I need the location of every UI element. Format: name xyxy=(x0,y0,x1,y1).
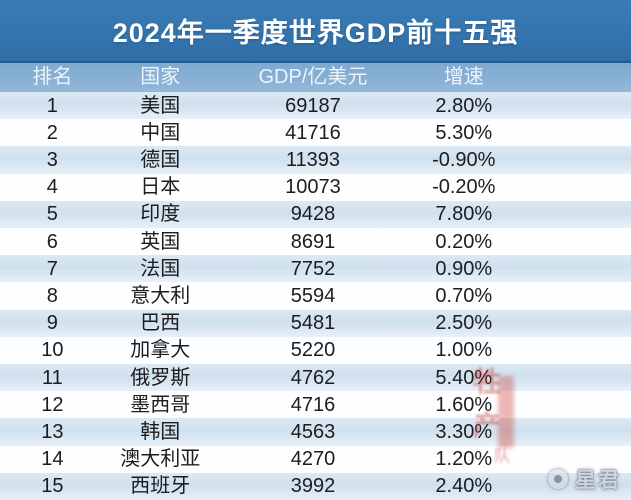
cell-country: 西班牙 xyxy=(130,475,191,498)
cell-country: 韩国 xyxy=(140,421,181,444)
cell-gdp: 10073 xyxy=(285,176,341,199)
cell-growth: 3.30% xyxy=(435,421,493,444)
column-header-growth: 增速 xyxy=(443,66,484,88)
cell-gdp: 5220 xyxy=(290,339,336,362)
cell-gdp: 5481 xyxy=(290,312,336,335)
cell-growth: 5.40% xyxy=(435,366,493,389)
cell-growth: 0.20% xyxy=(435,230,493,253)
cell-country: 加拿大 xyxy=(130,339,191,362)
cell-growth: 2.40% xyxy=(435,475,493,498)
column-header-gdp: GDP/亿美元 xyxy=(258,66,368,88)
cell-rank: 6 xyxy=(46,230,58,253)
cell-gdp: 69187 xyxy=(285,94,341,117)
table-row: 7 法国 7752 0.90% xyxy=(0,255,631,283)
cell-rank: 1 xyxy=(46,94,58,117)
table-row: 11 俄罗斯 4762 5.40% xyxy=(0,364,631,392)
cell-rank: 11 xyxy=(41,366,63,389)
table-row: 9 巴西 5481 2.50% xyxy=(0,309,631,337)
table-row: 2 中国 41716 5.30% xyxy=(0,119,631,147)
table-row: 15 西班牙 3992 2.40% xyxy=(0,472,631,500)
title-banner: 2024年一季度世界GDP前十五强 xyxy=(0,0,631,63)
cell-growth: 0.70% xyxy=(435,285,493,308)
cell-rank: 3 xyxy=(46,149,58,171)
cell-rank: 10 xyxy=(41,339,64,362)
cell-growth: 5.30% xyxy=(435,121,493,144)
cell-country: 意大利 xyxy=(130,285,191,308)
cell-country: 中国 xyxy=(140,121,181,144)
page-title: 2024年一季度世界GDP前十五强 xyxy=(112,18,519,48)
cell-country: 法国 xyxy=(140,257,181,280)
cell-country: 印度 xyxy=(140,203,181,226)
table-row: 14 澳大利亚 4270 1.20% xyxy=(0,445,631,473)
cell-rank: 15 xyxy=(41,475,64,498)
cell-growth: 1.60% xyxy=(435,393,493,416)
cell-gdp: 4716 xyxy=(290,393,336,416)
cell-rank: 12 xyxy=(41,393,64,416)
table-body: 1 美国 69187 2.80% 2 中国 41716 5.30% 3 德国 11393 -0.90%… xyxy=(0,92,631,500)
cell-rank: 14 xyxy=(41,448,64,471)
table-row: 4 日本 10073 -0.20% xyxy=(0,173,631,201)
cell-country: 墨西哥 xyxy=(130,393,191,416)
cell-gdp: 4563 xyxy=(290,421,336,444)
table-row: 3 德国 11393 -0.90% xyxy=(0,146,631,174)
table-row: 6 英国 8691 0.20% xyxy=(0,228,631,256)
cell-growth: 0.90% xyxy=(435,257,493,280)
cell-rank: 5 xyxy=(46,203,58,226)
cell-gdp: 8691 xyxy=(290,230,336,253)
table-row: 13 韩国 4563 3.30% xyxy=(0,418,631,446)
cell-growth: 7.80% xyxy=(435,203,493,226)
table-row: 8 意大利 5594 0.70% xyxy=(0,282,631,310)
cell-rank: 9 xyxy=(46,312,58,335)
cell-gdp: 4270 xyxy=(290,448,336,471)
cell-gdp: 5594 xyxy=(290,285,336,308)
column-header-rank: 排名 xyxy=(32,66,73,88)
cell-gdp: 41716 xyxy=(285,121,341,144)
table-row: 1 美国 69187 2.80% xyxy=(0,92,631,120)
cell-country: 俄罗斯 xyxy=(130,366,191,389)
table-row: 12 墨西哥 4716 1.60% xyxy=(0,391,631,419)
cell-gdp: 4762 xyxy=(290,366,336,389)
cell-rank: 8 xyxy=(46,285,58,308)
cell-country: 澳大利亚 xyxy=(120,448,201,471)
cell-rank: 4 xyxy=(46,176,58,199)
cell-growth: 1.20% xyxy=(435,448,493,471)
cell-growth: 1.00% xyxy=(435,339,493,362)
cell-country: 日本 xyxy=(140,176,181,199)
cell-growth: -0.20% xyxy=(432,176,496,199)
cell-gdp: 3992 xyxy=(290,475,336,498)
cell-growth: -0.90% xyxy=(432,149,496,171)
cell-country: 巴西 xyxy=(140,312,181,335)
column-header-country: 国家 xyxy=(140,66,181,88)
cell-rank: 13 xyxy=(41,421,64,444)
cell-country: 英国 xyxy=(140,230,181,253)
table-row: 5 印度 9428 7.80% xyxy=(0,200,631,229)
cell-gdp: 11393 xyxy=(285,149,341,171)
cell-gdp: 9428 xyxy=(290,203,336,226)
cell-gdp: 7752 xyxy=(290,257,336,280)
cell-country: 德国 xyxy=(140,149,181,171)
table-row: 10 加拿大 5220 1.00% xyxy=(0,336,631,365)
cell-country: 美国 xyxy=(140,94,181,117)
cell-rank: 2 xyxy=(46,121,58,144)
cell-growth: 2.50% xyxy=(435,312,493,335)
cell-rank: 7 xyxy=(46,257,58,280)
cell-growth: 2.80% xyxy=(435,94,493,117)
table-header-row: 排名 国家 GDP/亿美元 增速 xyxy=(0,63,631,92)
